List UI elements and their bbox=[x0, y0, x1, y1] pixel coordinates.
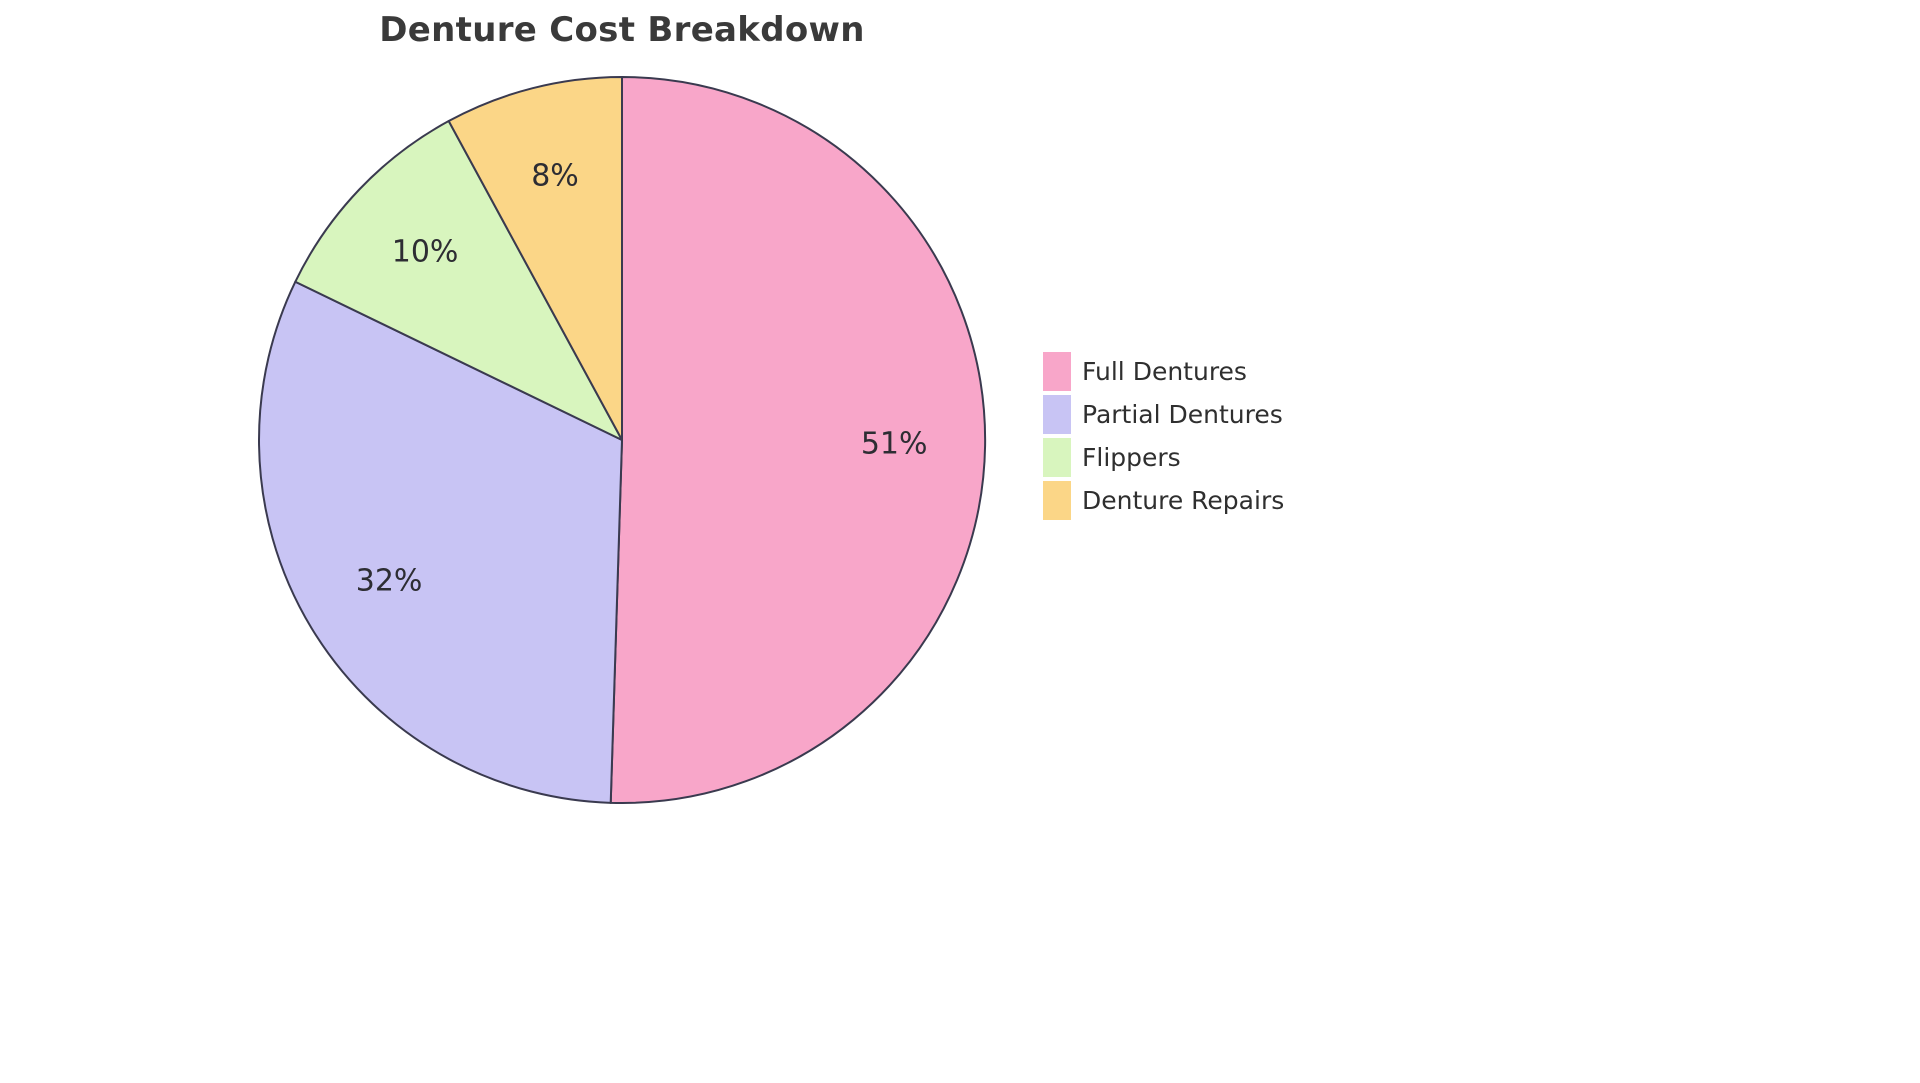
chart-title: Denture Cost Breakdown bbox=[379, 10, 865, 50]
legend-item-denture-repairs: Denture Repairs bbox=[1043, 481, 1284, 520]
legend-swatch-full-dentures bbox=[1043, 352, 1071, 391]
pie-slice-full-dentures bbox=[609, 76, 987, 804]
legend-item-partial-dentures: Partial Dentures bbox=[1043, 395, 1284, 434]
pie-slice-partial-dentures bbox=[258, 280, 623, 804]
slice-percent-label-flippers: 10% bbox=[392, 235, 459, 270]
legend-label: Denture Repairs bbox=[1082, 486, 1285, 515]
legend-item-full-dentures: Full Dentures bbox=[1043, 352, 1284, 391]
legend-label: Flippers bbox=[1082, 443, 1181, 472]
slice-percent-label-partial-dentures: 32% bbox=[356, 564, 423, 599]
legend-item-flippers: Flippers bbox=[1043, 438, 1284, 477]
legend-swatch-flippers bbox=[1043, 438, 1071, 477]
legend-swatch-denture-repairs bbox=[1043, 481, 1071, 520]
slice-percent-label-full-dentures: 51% bbox=[861, 427, 928, 462]
legend-label: Full Dentures bbox=[1082, 357, 1247, 386]
chart-legend: Full Dentures Partial Dentures Flippers Den… bbox=[1043, 352, 1284, 520]
legend-swatch-partial-dentures bbox=[1043, 395, 1071, 434]
pie-slice-denture-repairs bbox=[447, 76, 623, 441]
legend-label: Partial Dentures bbox=[1082, 400, 1283, 429]
pie-slice-flippers bbox=[294, 120, 623, 441]
slice-percent-label-denture-repairs: 8% bbox=[531, 159, 579, 194]
